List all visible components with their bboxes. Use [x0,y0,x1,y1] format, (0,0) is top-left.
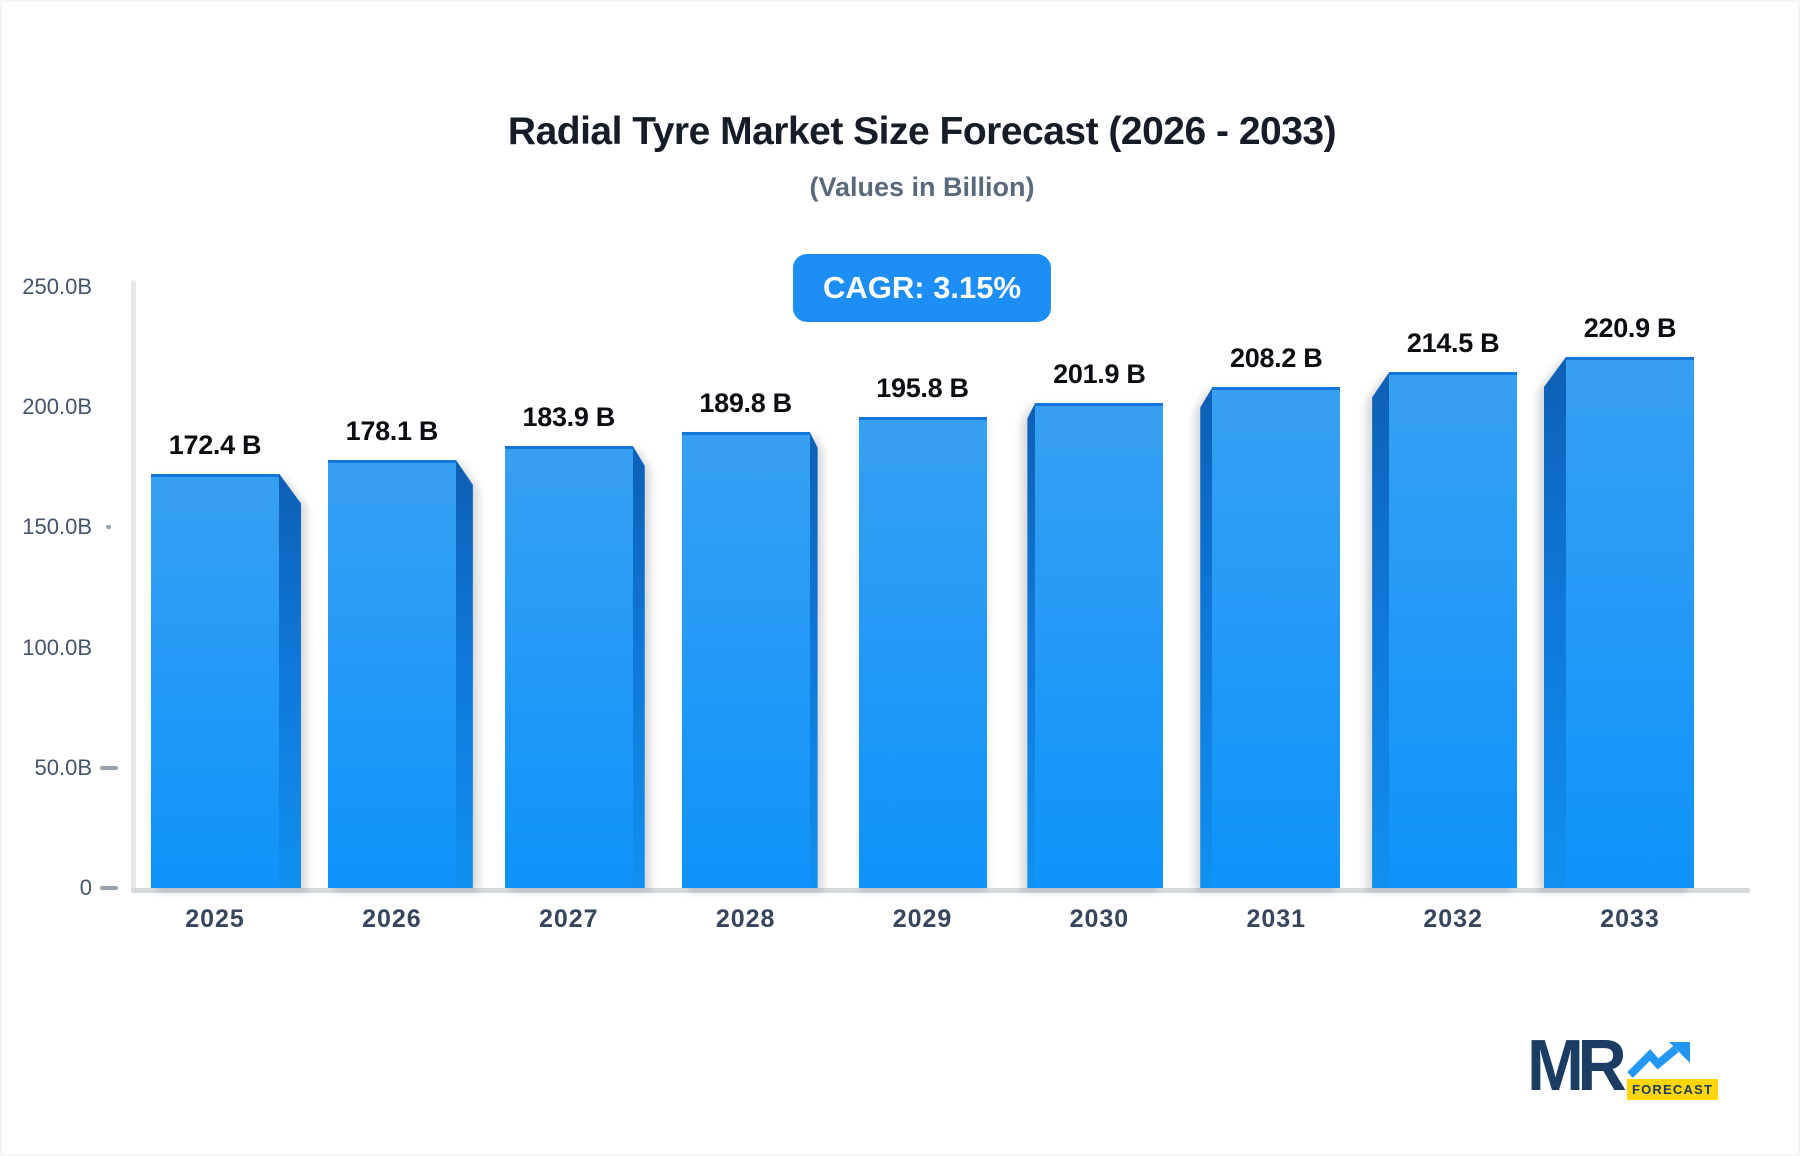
bar-2026 [327,459,473,888]
bar-2030 [1027,402,1164,888]
y-axis-tick-label: 150.0B [22,514,92,540]
trend-arrow-icon [1627,1042,1690,1078]
cagr-badge-label: CAGR: 3.15% [822,270,1022,305]
bar-2033 [1544,356,1694,888]
bar-value-label: 178.1 B [345,415,439,446]
y-axis-tick-mark [100,886,118,890]
bar-value-label: 214.5 B [1406,328,1500,359]
bar-front-face [858,417,987,888]
bar-2032 [1372,372,1518,888]
chart-subtitle: (Values in Billion) [809,172,1035,202]
x-axis-label: 2031 [1246,905,1307,933]
y-axis-tick-label: 50.0B [34,754,93,780]
bar-front-face [327,459,456,888]
bar-side-face [1372,372,1390,888]
bar-value-label: 172.4 B [168,429,262,460]
chart-title: Radial Tyre Market Size Forecast (2026 -… [507,110,1337,153]
y-axis-tick-label: 0 [79,875,92,900]
bar-front-face [681,431,810,888]
bar-front-face [1212,387,1341,888]
bar-value-label: 208.2 B [1230,343,1323,374]
y-axis-tick-label: 250.0B [22,274,92,299]
bar-2029 [858,417,987,888]
bar-side-face [455,459,473,888]
bar-2028 [681,431,818,888]
bar-side-face [1027,402,1036,888]
bar-side-face [279,473,301,888]
y-axis-tick-mark [106,525,111,530]
bar-front-face [504,445,633,888]
bar-front-face [1566,356,1694,888]
bar-front-face [151,473,279,888]
bar-value-label: 195.8 B [876,373,969,404]
y-axis-tick-mark [100,765,118,770]
x-axis-label: 2027 [538,905,599,933]
bar-2031 [1200,387,1341,888]
y-axis-tick-label: 200.0B [22,394,92,420]
bar-value-label: 183.9 B [522,401,616,432]
cagr-badge: CAGR: 3.15% [792,254,1052,322]
x-axis-label: 2033 [1600,905,1660,933]
bar-2027 [504,445,645,888]
bar-value-label: 201.9 B [1053,358,1146,389]
y-axis-tick-label: 100.0B [22,634,92,660]
x-axis-label: 2032 [1423,905,1483,933]
logo-tagline: FORECAST [1626,1079,1719,1100]
y-axis-line [131,280,136,892]
x-axis-label: 2025 [185,905,245,933]
bar-front-face [1389,372,1518,888]
bar-2025 [151,473,301,888]
x-axis-label: 2030 [1069,905,1130,933]
x-axis-label: 2026 [362,905,422,933]
bar-side-face [809,431,818,888]
bar-value-label: 220.9 B [1583,312,1677,343]
mr-forecast-logo: MR FORECAST [1527,1026,1719,1106]
logo-brand-text: MR [1527,1026,1627,1106]
x-axis-baseline [131,888,1750,893]
x-axis-label: 2029 [892,905,953,933]
bar-side-face [632,445,645,888]
x-axis-label: 2028 [715,905,776,933]
logo-right-block: FORECAST [1626,1036,1719,1100]
bar-side-face [1200,387,1213,888]
bar-side-face [1544,356,1566,888]
bar-value-label: 189.8 B [699,387,792,418]
bar-front-face [1035,402,1164,888]
